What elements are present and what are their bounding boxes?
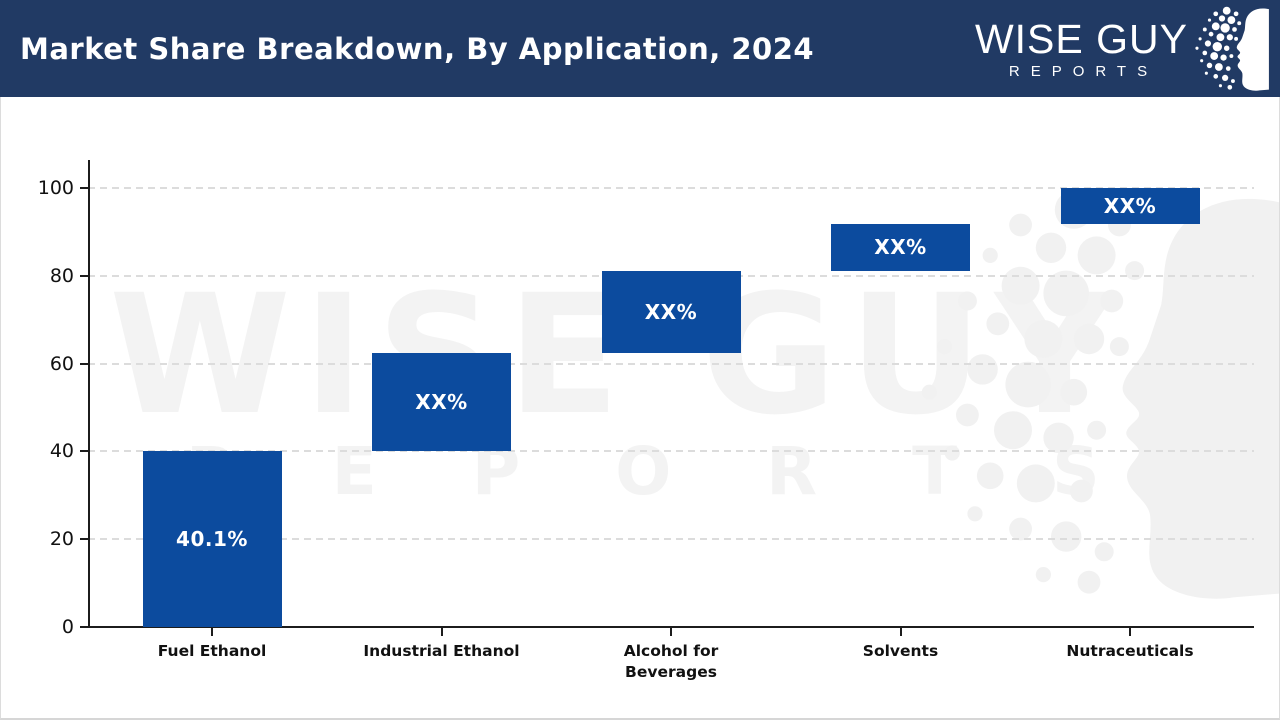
bar-solvents: XX% xyxy=(831,223,970,271)
bar-alcohol-for-beverages: XX% xyxy=(601,270,741,354)
y-axis-line xyxy=(88,160,90,628)
x-tick-industrial-ethanol xyxy=(440,628,443,636)
x-axis-line xyxy=(88,626,1254,628)
bar-value-label-nutraceuticals: XX% xyxy=(1103,193,1157,218)
bar-fuel-ethanol: 40.1% xyxy=(142,450,282,627)
x-tick-alcohol-for-beverages xyxy=(670,628,672,636)
bar-value-label-solvents: XX% xyxy=(874,235,927,260)
y-tick-100 xyxy=(80,187,88,189)
y-tick-label-60: 60 xyxy=(49,352,74,375)
chart-body: WISE GUY R E P O R T S 0 20 40 60 80 100 40.1%… xyxy=(0,97,1280,720)
y-tick-80 xyxy=(80,274,88,277)
x-category-label-fuel-ethanol: Fuel Ethanol xyxy=(157,642,267,660)
gridline-y-60 xyxy=(88,362,1254,365)
y-tick-label-20: 20 xyxy=(49,528,74,551)
y-tick-label-100: 100 xyxy=(37,177,74,199)
y-tick-label-0: 0 xyxy=(61,616,74,638)
x-category-label-industrial-ethanol: Industrial Ethanol xyxy=(363,642,520,660)
gridline-y-20 xyxy=(88,538,1254,541)
logo-wordmark: WISE GUY xyxy=(974,15,1188,62)
x-tick-nutraceuticals xyxy=(1129,628,1131,636)
y-tick-20 xyxy=(80,538,88,541)
logo-text: WISE GUY REPORTS xyxy=(974,15,1188,80)
header: Market Share Breakdown, By Application, … xyxy=(0,0,1280,97)
y-tick-40 xyxy=(80,450,88,453)
x-category-label-alcohol-for-beverages: Alcohol for Beverages xyxy=(623,642,719,681)
chart-title: Market Share Breakdown, By Application, … xyxy=(20,31,815,66)
y-tick-label-40: 40 xyxy=(49,440,74,463)
x-tick-solvents xyxy=(899,628,902,636)
bar-industrial-ethanol: XX% xyxy=(372,353,511,451)
y-tick-0 xyxy=(80,626,88,628)
gridline-y-100 xyxy=(88,187,1254,189)
plot-area: 0 20 40 60 80 100 40.1% XX% XX% XX% XX% Fuel Ethano… xyxy=(1,97,1279,718)
x-category-label-solvents: Solvents xyxy=(862,642,939,660)
x-tick-fuel-ethanol xyxy=(211,628,213,636)
bar-value-label-industrial-ethanol: XX% xyxy=(415,390,468,414)
bar-nutraceuticals: XX% xyxy=(1060,188,1200,224)
logo-subtext: REPORTS xyxy=(1008,62,1159,80)
bar-value-label-fuel-ethanol: 40.1% xyxy=(176,526,248,551)
bar-value-label-alcohol-for-beverages: XX% xyxy=(644,299,698,324)
gridline-y-40 xyxy=(88,450,1254,453)
logo-face-icon xyxy=(1195,6,1269,91)
x-category-label-nutraceuticals: Nutraceuticals xyxy=(1066,642,1194,660)
y-tick-60 xyxy=(80,362,88,365)
y-tick-label-80: 80 xyxy=(49,264,74,287)
wise-guy-logo: WISE GUY REPORTS xyxy=(975,4,1270,94)
